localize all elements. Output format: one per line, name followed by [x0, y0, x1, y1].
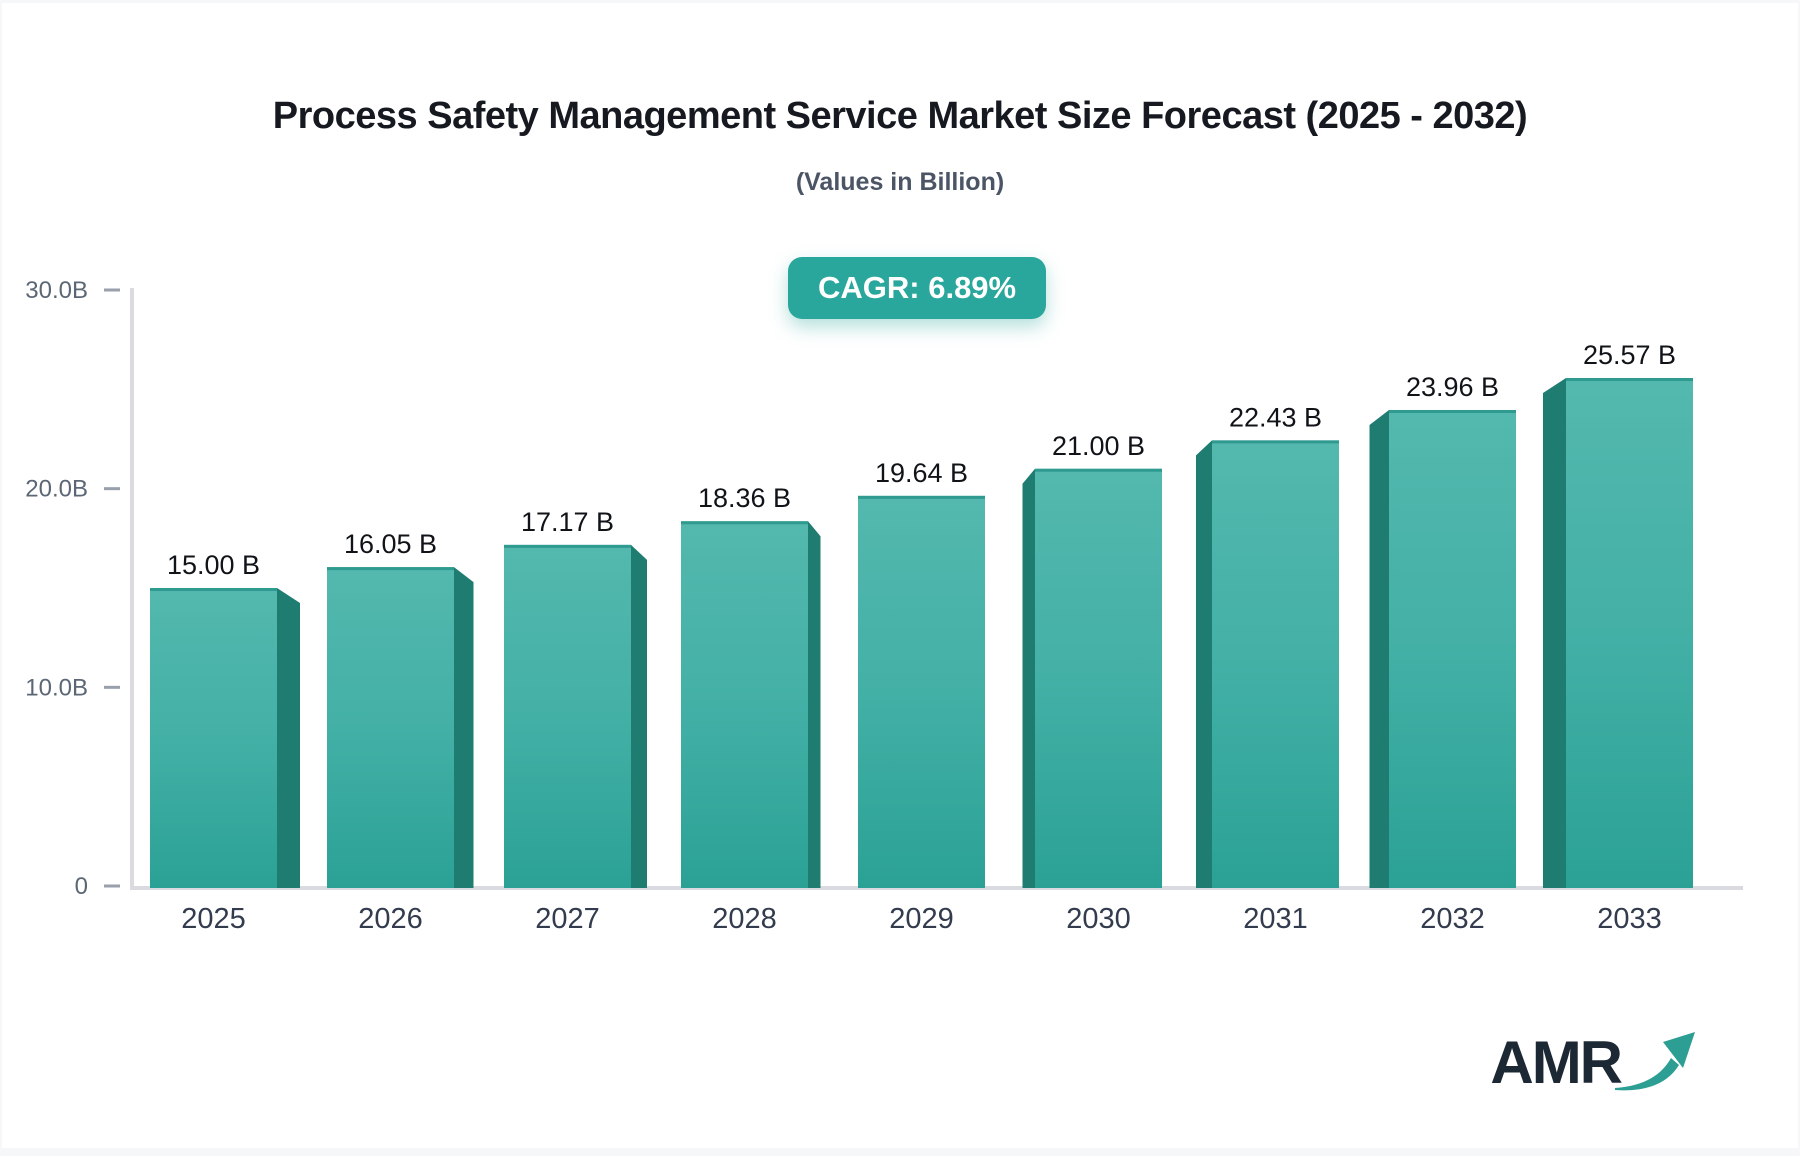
y-axis-label: 20.0B — [25, 476, 88, 503]
bar-face — [150, 588, 277, 888]
bar-face — [681, 521, 808, 888]
bar-face — [858, 495, 985, 888]
bar-face — [1212, 440, 1339, 888]
x-axis-label: 2033 — [1597, 903, 1662, 935]
bar-side — [631, 544, 647, 888]
bar-value-label: 21.00 B — [1052, 431, 1145, 461]
x-axis-label: 2031 — [1243, 903, 1308, 935]
bar-face — [504, 544, 631, 888]
x-axis-label: 2026 — [358, 903, 423, 935]
cagr-badge: CAGR: 6.89% — [788, 257, 1047, 319]
x-axis-label: 2030 — [1066, 903, 1131, 935]
chart-title: Process Safety Management Service Market… — [272, 95, 1528, 137]
bar-value-label: 25.57 B — [1583, 340, 1676, 370]
x-axis-label: 2029 — [889, 903, 954, 935]
bar-side — [808, 521, 821, 888]
bar-value-label: 16.05 B — [344, 529, 437, 559]
bar-face — [1389, 409, 1516, 888]
bar-side — [454, 567, 474, 888]
y-axis-label: 10.0B — [25, 674, 88, 701]
bar-side — [277, 588, 300, 888]
x-axis-label: 2027 — [535, 903, 600, 935]
bar-face — [327, 567, 454, 888]
bar-side — [1369, 409, 1389, 888]
bar-value-label: 22.43 B — [1229, 402, 1322, 432]
bar-value-label: 18.36 B — [698, 483, 791, 513]
x-axis-label: 2025 — [181, 903, 246, 935]
x-axis-label: 2028 — [712, 903, 777, 935]
bar-side — [1022, 468, 1035, 888]
amr-logo: AMR — [1490, 1030, 1697, 1093]
bar-value-label: 23.96 B — [1406, 372, 1499, 402]
amr-logo-text: AMR — [1490, 1029, 1623, 1096]
x-axis-label: 2032 — [1420, 903, 1485, 935]
bar-value-label: 17.17 B — [521, 507, 614, 537]
bar-face — [1035, 468, 1162, 888]
y-axis-label: 30.0B — [25, 277, 88, 304]
bar-value-label: 15.00 B — [167, 550, 260, 580]
bar-side — [1196, 440, 1212, 888]
trend-up-arrow-icon — [1615, 1032, 1695, 1091]
bar-face — [1566, 378, 1693, 888]
chart-subtitle: (Values in Billion) — [795, 168, 1005, 196]
y-axis-label: 0 — [75, 873, 88, 900]
bar-side — [1543, 378, 1566, 888]
bar-value-label: 19.64 B — [875, 458, 968, 488]
